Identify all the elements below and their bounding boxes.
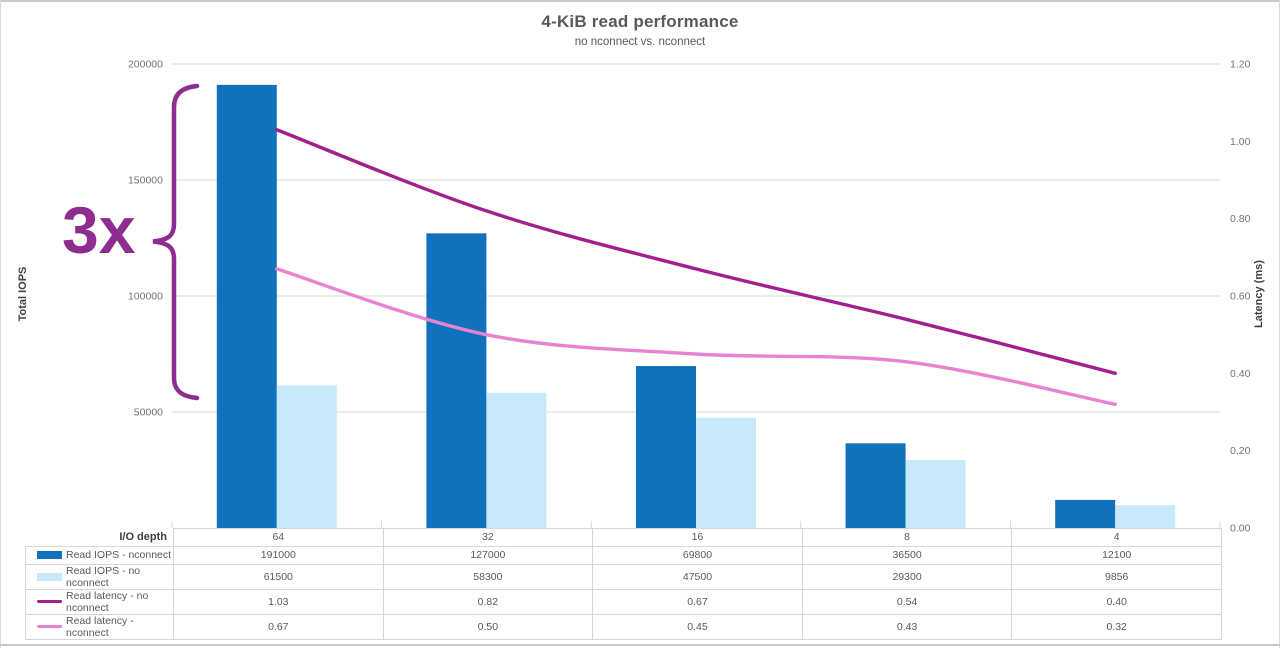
table-column-header-16: 16 [592, 528, 803, 547]
bar-read-iops-nconnect-32 [426, 233, 487, 529]
table-cell-read-latency-nconnect-16: 0.45 [592, 613, 803, 640]
legend-label-read-iops-no-nconnect: Read IOPS - no nconnect [25, 563, 174, 590]
left-axis-tick-label: 50000 [134, 407, 163, 419]
table-cell-read-iops-no-nconnect-64: 61500 [173, 563, 384, 590]
table-cell-read-iops-nconnect-4: 12100 [1011, 545, 1222, 565]
right-axis-tick-label: 1.20 [1230, 59, 1251, 71]
bar-read-iops-nconnect-16 [636, 366, 696, 528]
table-column-header-64: 64 [173, 528, 384, 547]
table-cell-read-iops-no-nconnect-32: 58300 [382, 563, 594, 590]
table-cell-read-latency-no-nconnect-8: 0.54 [801, 588, 1013, 615]
table-cell-read-iops-no-nconnect-4: 9856 [1011, 563, 1222, 590]
table-cell-read-latency-no-nconnect-64: 1.03 [173, 588, 384, 615]
table-cell-read-latency-no-nconnect-4: 0.40 [1011, 588, 1222, 615]
table-column-header-32: 32 [382, 528, 594, 547]
right-axis-tick-label: 0.40 [1230, 368, 1251, 380]
bottom-divider-rule [0, 644, 1280, 646]
table-column-header-4: 4 [1011, 528, 1222, 547]
annotation-brace [152, 83, 200, 401]
bar-read-iops-nconnect-8 [845, 443, 906, 528]
data-table: I/O depth 64 32 16 8 4 Read IOPS - nconnect 191… [25, 528, 1222, 640]
bar-read-iops-no-nconnect-4 [1115, 505, 1176, 528]
top-divider-rule [0, 0, 1280, 2]
bar-read-iops-no-nconnect-8 [905, 460, 966, 528]
left-page-edge [0, 0, 1, 648]
table-header-row: I/O depth 64 32 16 8 4 [25, 528, 1222, 547]
line-read-latency-nconnect [275, 267, 1117, 406]
table-cell-read-latency-nconnect-64: 0.67 [173, 613, 384, 640]
annotation-3x: 3x [62, 193, 136, 267]
left-axis-tick-label: 150000 [128, 175, 163, 187]
legend-label-text: Read latency - nconnect [66, 614, 134, 639]
line-read-latency-no-nconnect [275, 128, 1117, 375]
left-axis-tick-label: 200000 [128, 59, 163, 71]
table-cell-read-latency-nconnect-32: 0.50 [382, 613, 594, 640]
legend-label-read-iops-nconnect: Read IOPS - nconnect [25, 545, 174, 565]
legend-label-text: Read IOPS - no nconnect [66, 564, 141, 589]
table-cell-read-iops-no-nconnect-8: 29300 [801, 563, 1013, 590]
legend-label-text: Read latency - no nconnect [66, 589, 149, 614]
table-cell-read-latency-no-nconnect-32: 0.82 [382, 588, 594, 615]
right-axis-tick-label: 0.20 [1230, 445, 1251, 457]
chart-title: 4-KiB read performance [541, 12, 739, 31]
table-cell-read-latency-nconnect-4: 0.32 [1011, 613, 1222, 640]
right-axis-tick-label: 1.00 [1230, 136, 1251, 148]
table-cell-read-iops-nconnect-8: 36500 [801, 545, 1013, 565]
table-column-header-8: 8 [801, 528, 1013, 547]
table-cell-read-latency-no-nconnect-16: 0.67 [592, 588, 803, 615]
bar-read-iops-nconnect-4 [1055, 499, 1116, 528]
legend-label-read-latency-no-nconnect: Read latency - no nconnect [25, 588, 174, 615]
right-axis-tick-label: 0.00 [1230, 523, 1251, 535]
table-row-read-latency-no-nconnect: Read latency - no nconnect 1.03 0.82 0.67 0.… [25, 588, 1222, 615]
chart-subtitle: no nconnect vs. nconnect [574, 36, 706, 48]
x-axis-label: I/O depth [25, 528, 174, 547]
legend-swatch-line-icon [37, 599, 62, 604]
bar-read-iops-no-nconnect-64 [276, 385, 337, 528]
left-axis-tick-label: 100000 [128, 291, 163, 303]
bar-read-iops-no-nconnect-32 [486, 392, 547, 528]
legend-swatch-bar-icon [37, 551, 62, 560]
legend-swatch-line-icon [37, 624, 62, 629]
table-row-read-iops-nconnect: Read IOPS - nconnect 191000 127000 69800 365… [25, 545, 1222, 565]
table-cell-read-iops-nconnect-64: 191000 [173, 545, 384, 565]
table-cell-read-latency-nconnect-8: 0.43 [801, 613, 1013, 640]
bar-read-iops-no-nconnect-16 [696, 417, 756, 528]
table-cell-read-iops-nconnect-32: 127000 [382, 545, 594, 565]
right-axis-tick-label: 0.80 [1230, 213, 1251, 225]
table-row-read-iops-no-nconnect: Read IOPS - no nconnect 61500 58300 47500 29… [25, 563, 1222, 590]
table-row-read-latency-nconnect: Read latency - nconnect 0.67 0.50 0.45 0.43 0… [25, 613, 1222, 640]
bar-read-iops-nconnect-64 [216, 84, 277, 528]
table-cell-read-iops-nconnect-16: 69800 [592, 545, 803, 565]
legend-label-text: Read IOPS - nconnect [66, 549, 172, 562]
legend-swatch-bar-icon [37, 572, 62, 581]
right-axis-tick-label: 0.60 [1230, 291, 1251, 303]
legend-label-read-latency-nconnect: Read latency - nconnect [25, 613, 174, 640]
table-cell-read-iops-no-nconnect-16: 47500 [592, 563, 803, 590]
